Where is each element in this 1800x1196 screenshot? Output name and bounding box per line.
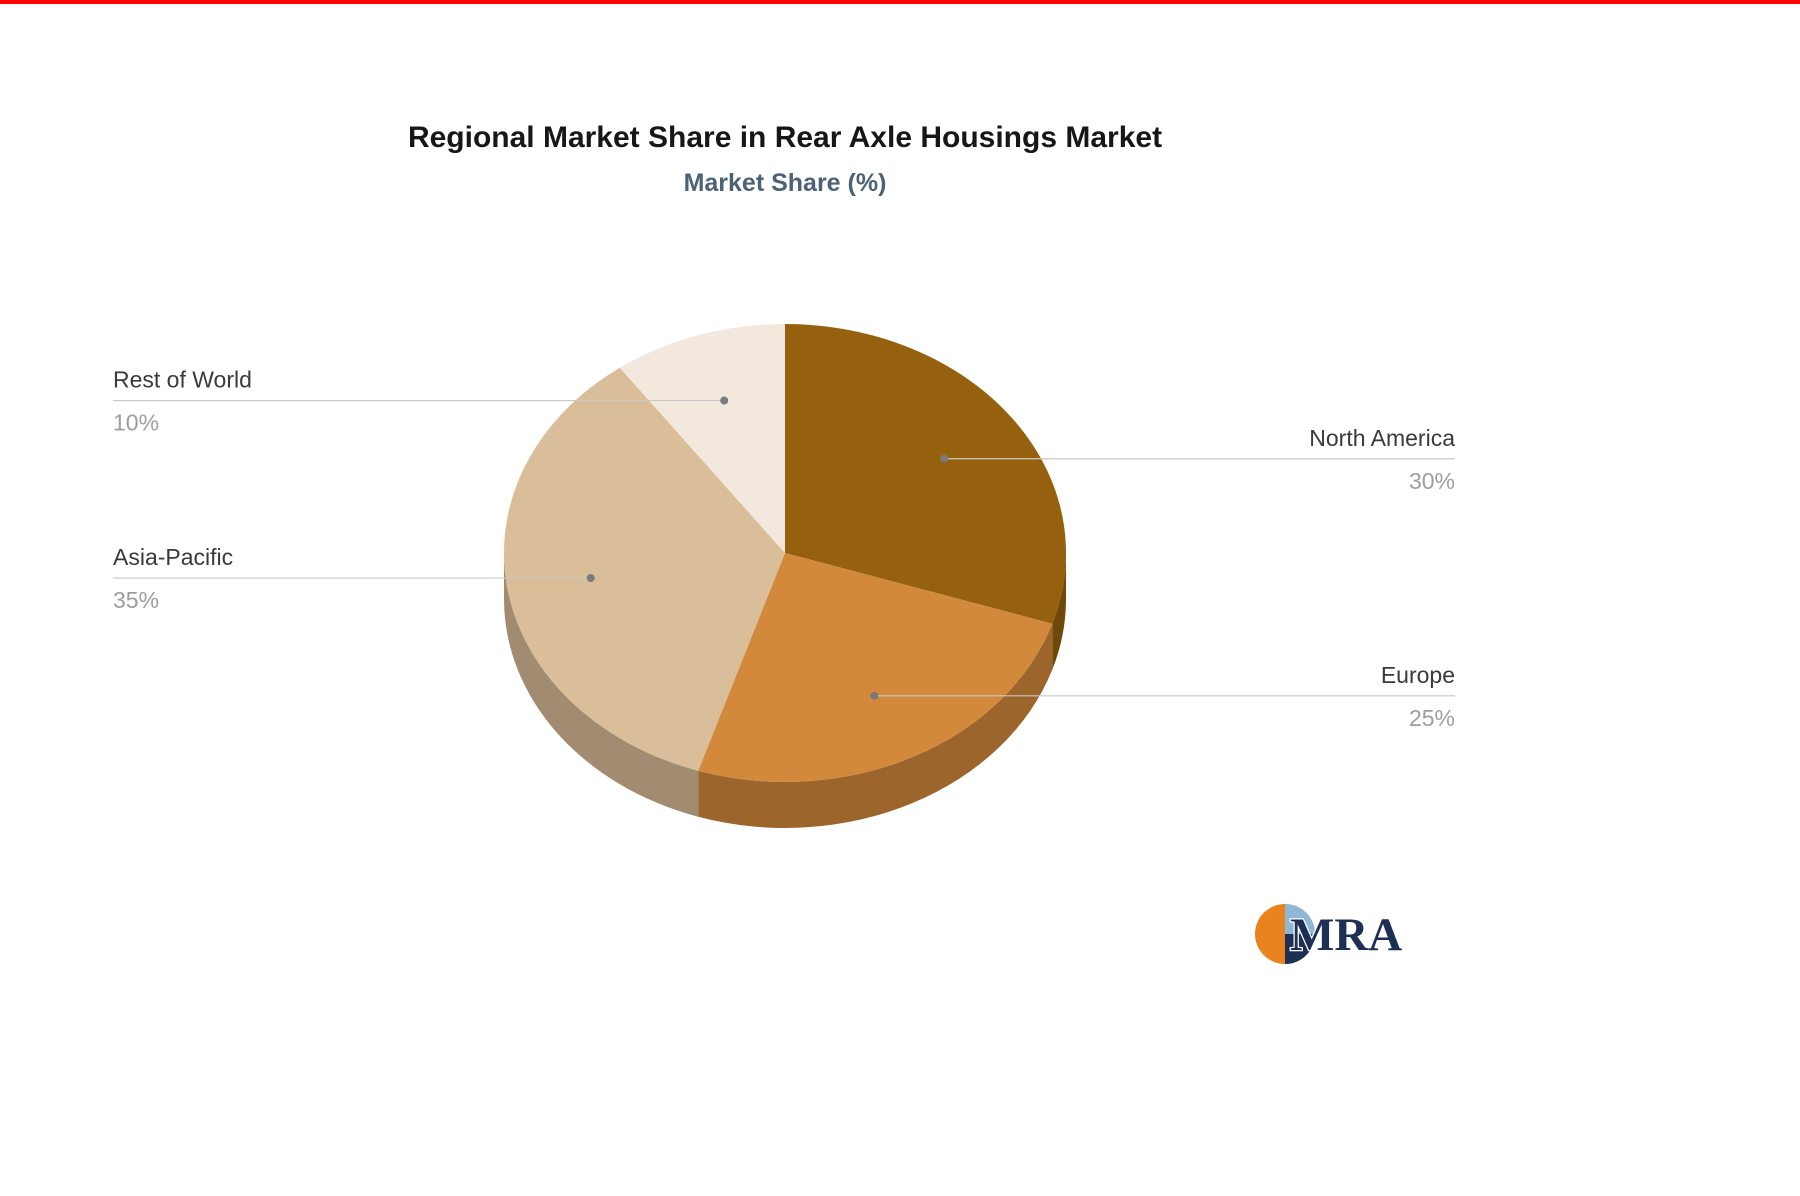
- pie-slice-side-north-america: [1052, 553, 1066, 670]
- label-connector-dot-north-america: [940, 454, 949, 463]
- slice-label-asia-pacific: Asia-Pacific: [113, 544, 233, 570]
- label-connector-dot-asia-pacific: [586, 574, 595, 583]
- label-connector-dot-rest-of-world: [720, 396, 729, 405]
- slice-label-europe: Europe: [1381, 662, 1455, 688]
- pie-slice-side-europe: [698, 623, 1053, 828]
- chart-subtitle: Market Share (%): [683, 169, 887, 197]
- pie-slice-north-america[interactable]: [785, 324, 1066, 624]
- slice-label-rest-of-world: Rest of World: [113, 367, 252, 393]
- label-connector-dot-europe: [870, 691, 879, 700]
- mra-logo: MRA: [1255, 904, 1404, 964]
- slice-value-rest-of-world: 10%: [113, 410, 159, 436]
- slice-label-north-america: North America: [1309, 425, 1455, 451]
- mra-logo-mark: [1255, 904, 1315, 964]
- slice-value-asia-pacific: 35%: [113, 587, 159, 613]
- top-accent-border: [0, 0, 1800, 4]
- pie-slice-rest-of-world[interactable]: [619, 324, 785, 553]
- slice-value-north-america: 30%: [1409, 468, 1455, 494]
- chart-title: Regional Market Share in Rear Axle Housi…: [407, 121, 1163, 154]
- slice-value-europe: 25%: [1409, 705, 1455, 731]
- pie-slice-side-asia-pacific: [504, 553, 699, 817]
- pie-slice-asia-pacific[interactable]: [504, 367, 785, 771]
- pie-slice-europe[interactable]: [698, 553, 1053, 782]
- mra-logo-text: MRA: [1290, 909, 1402, 961]
